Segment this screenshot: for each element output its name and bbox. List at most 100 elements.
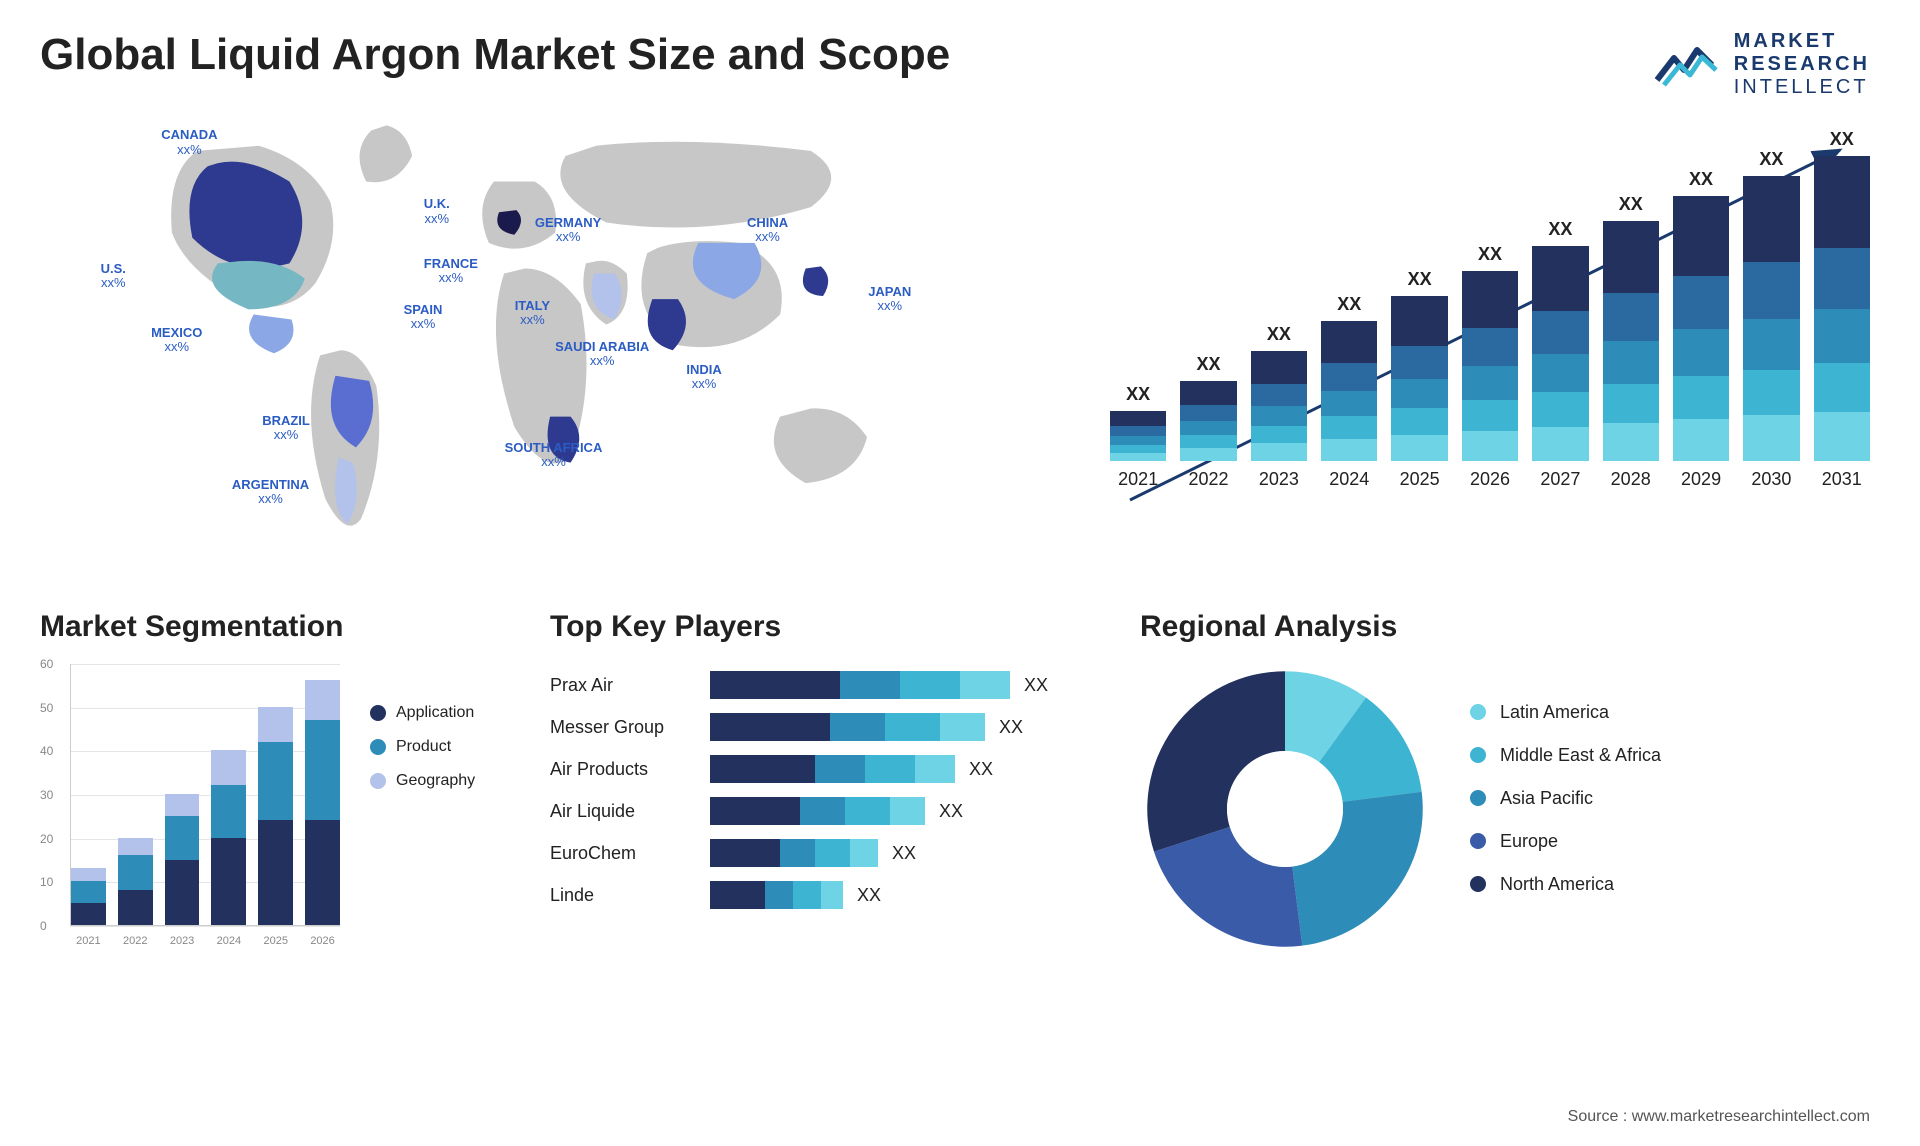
regional-donut	[1140, 664, 1430, 954]
player-segment	[710, 881, 765, 909]
player-segment	[800, 797, 845, 825]
growth-segment	[1462, 328, 1518, 366]
player-row: XX	[710, 748, 1090, 790]
legend-swatch	[1470, 790, 1486, 806]
growth-segment	[1743, 415, 1799, 461]
growth-segment	[1532, 427, 1588, 461]
segmentation-chart: 0102030405060202120222023202420252026	[40, 664, 340, 954]
growth-segment	[1603, 341, 1659, 384]
seg-bar-2022: 2022	[118, 838, 153, 925]
players-title: Top Key Players	[550, 610, 1090, 644]
seg-segment	[305, 820, 340, 925]
player-segment	[915, 755, 955, 783]
players-bars: XXXXXXXXXXXX	[710, 664, 1090, 916]
map-label-u-k-: U.K.xx%	[424, 197, 450, 226]
regional-legend-item: Europe	[1470, 831, 1661, 852]
growth-segment	[1673, 276, 1729, 329]
growth-segment	[1814, 156, 1870, 248]
growth-segment	[1462, 366, 1518, 400]
seg-year-label: 2022	[118, 935, 153, 947]
growth-segment	[1743, 319, 1799, 370]
legend-label: Middle East & Africa	[1500, 745, 1661, 766]
growth-segment	[1673, 329, 1729, 377]
growth-segment	[1603, 384, 1659, 422]
growth-bar-2025: XX 2025	[1391, 269, 1447, 490]
seg-bar-2024: 2024	[211, 750, 246, 925]
player-segment	[793, 881, 821, 909]
map-label-japan: JAPANxx%	[868, 285, 911, 314]
growth-segment	[1321, 416, 1377, 438]
growth-segment	[1321, 439, 1377, 461]
regional-legend-item: North America	[1470, 874, 1661, 895]
growth-segment	[1180, 435, 1236, 448]
player-row: XX	[710, 664, 1090, 706]
player-segment	[710, 755, 815, 783]
player-segment	[710, 839, 780, 867]
player-segment	[780, 839, 815, 867]
growth-segment	[1532, 392, 1588, 426]
legend-label: Product	[396, 738, 451, 756]
seg-bar-2023: 2023	[165, 794, 200, 925]
map-label-argentina: ARGENTINAxx%	[232, 478, 309, 507]
growth-segment	[1743, 176, 1799, 262]
growth-value-label: XX	[1267, 324, 1291, 345]
regional-legend-item: Middle East & Africa	[1470, 745, 1661, 766]
world-map: CANADAxx%U.S.xx%MEXICOxx%BRAZILxx%ARGENT…	[40, 110, 1050, 570]
legend-label: Latin America	[1500, 702, 1609, 723]
growth-segment	[1814, 309, 1870, 364]
legend-swatch	[370, 773, 386, 789]
legend-swatch	[1470, 747, 1486, 763]
seg-segment	[305, 720, 340, 820]
legend-label: North America	[1500, 874, 1614, 895]
growth-value-label: XX	[1337, 294, 1361, 315]
growth-year-label: 2023	[1259, 469, 1299, 490]
seg-segment	[258, 820, 293, 925]
growth-segment	[1743, 262, 1799, 319]
seg-segment	[118, 838, 153, 855]
growth-segment	[1532, 354, 1588, 393]
seg-segment	[165, 794, 200, 816]
seg-legend-item: Geography	[370, 772, 500, 790]
growth-year-label: 2025	[1400, 469, 1440, 490]
segmentation-title: Market Segmentation	[40, 610, 500, 644]
growth-bar-2028: XX2028	[1603, 194, 1659, 490]
regional-legend: Latin America Middle East & Africa Asia Pa…	[1470, 702, 1661, 917]
legend-swatch	[370, 739, 386, 755]
map-region-japan	[803, 266, 828, 296]
seg-segment	[118, 855, 153, 890]
seg-year-label: 2024	[211, 935, 246, 947]
player-segment	[765, 881, 793, 909]
seg-ytick: 30	[40, 788, 53, 802]
map-label-italy: ITALYxx%	[515, 299, 550, 328]
growth-segment	[1321, 391, 1377, 416]
growth-value-label: XX	[1197, 354, 1221, 375]
logo-line2: RESEARCH	[1734, 53, 1870, 76]
player-segment	[815, 755, 865, 783]
growth-bar-2030: XX2030	[1743, 149, 1799, 490]
growth-segment	[1673, 376, 1729, 418]
player-segment	[710, 797, 800, 825]
seg-ytick: 40	[40, 744, 53, 758]
map-label-canada: CANADAxx%	[161, 128, 217, 157]
player-value-label: XX	[857, 885, 881, 906]
seg-segment	[165, 860, 200, 926]
map-label-mexico: MEXICOxx%	[151, 326, 202, 355]
legend-label: Asia Pacific	[1500, 788, 1593, 809]
legend-label: Geography	[396, 772, 475, 790]
players-labels: Prax AirMesser GroupAir ProductsAir Liqu…	[550, 664, 690, 916]
player-segment	[830, 713, 885, 741]
growth-value-label: XX	[1548, 219, 1572, 240]
growth-value-label: XX	[1408, 269, 1432, 290]
growth-bar-2023: XX 2023	[1251, 324, 1307, 490]
seg-segment	[211, 838, 246, 925]
page-title: Global Liquid Argon Market Size and Scop…	[40, 30, 1880, 80]
growth-segment	[1462, 271, 1518, 328]
growth-year-label: 2022	[1189, 469, 1229, 490]
seg-segment	[258, 742, 293, 821]
seg-year-label: 2021	[71, 935, 106, 947]
player-value-label: XX	[939, 801, 963, 822]
growth-segment	[1814, 248, 1870, 309]
growth-bar-2026: XX2026	[1462, 244, 1518, 490]
growth-bar-2021: XX2021	[1110, 384, 1166, 490]
regional-title: Regional Analysis	[1140, 610, 1880, 644]
